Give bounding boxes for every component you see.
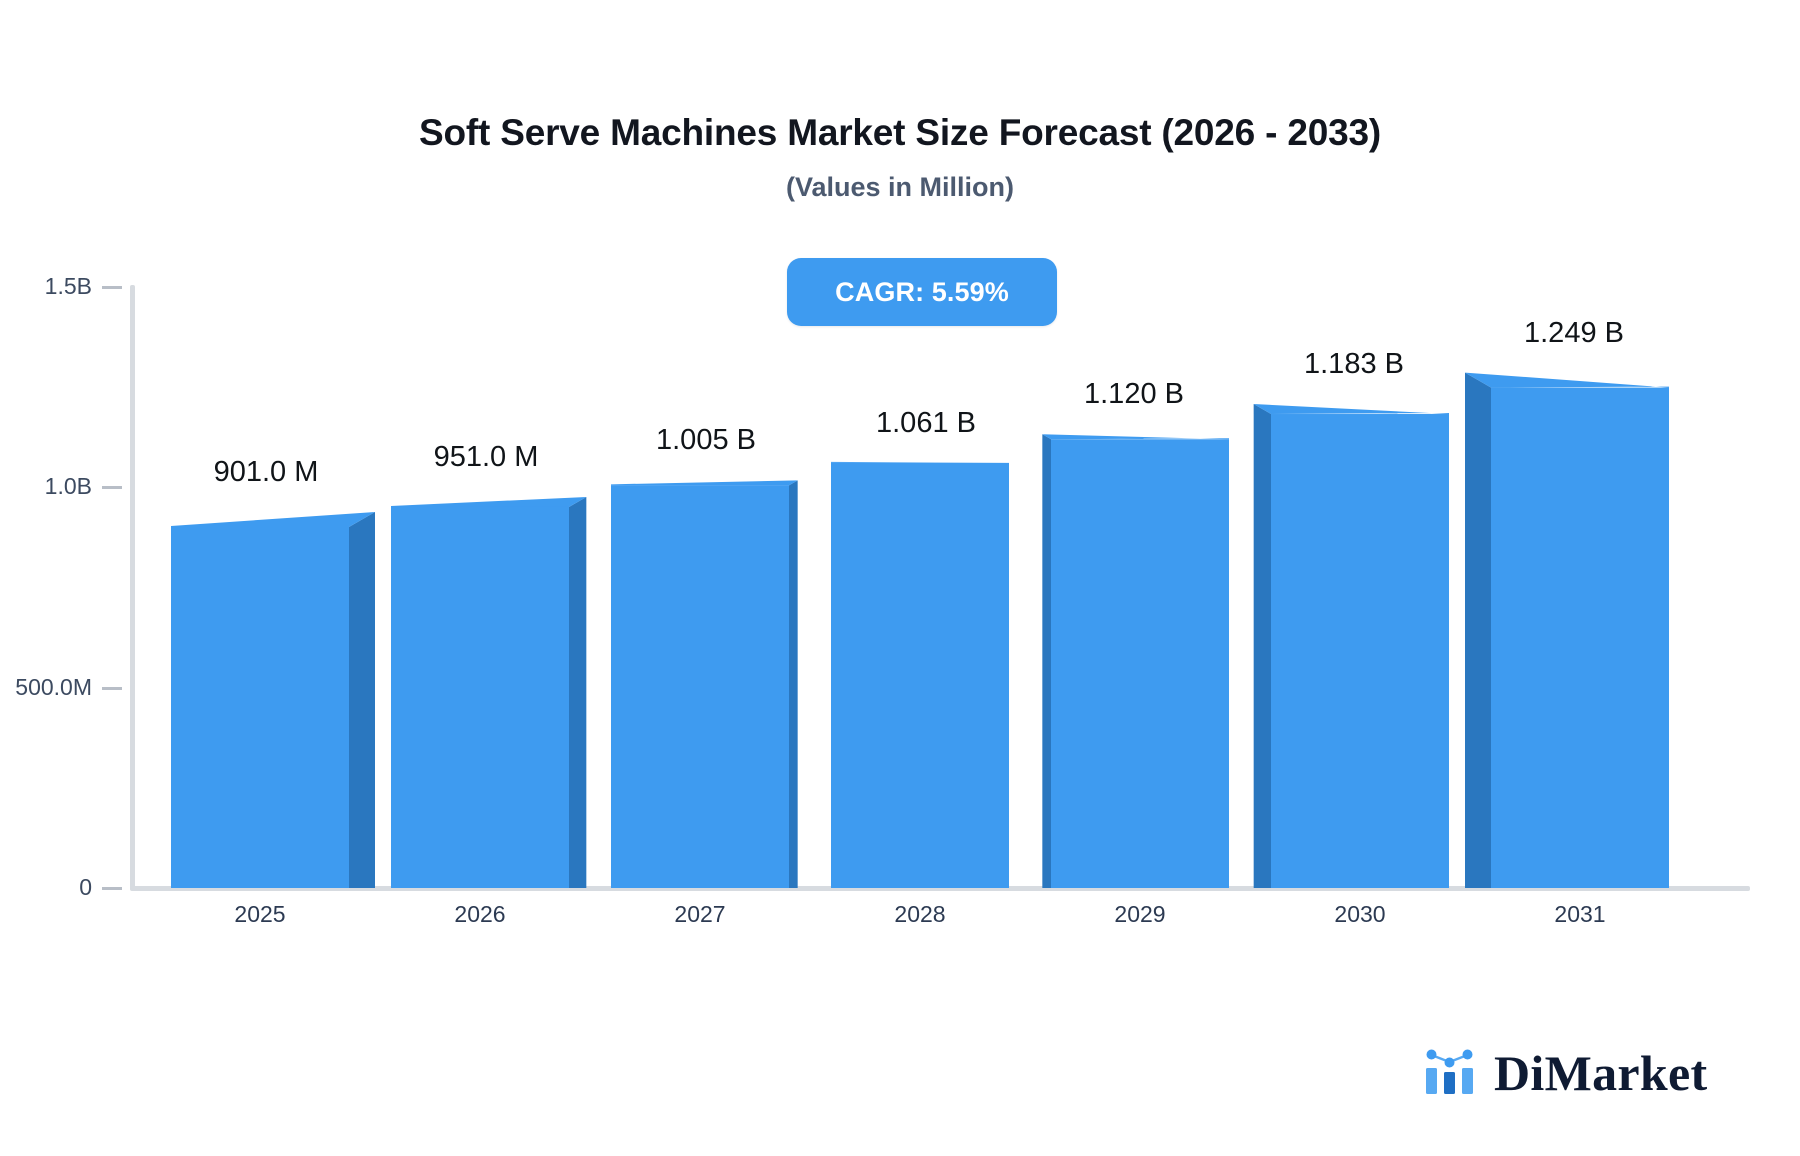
bar-front-face <box>1491 387 1669 888</box>
x-tick-label-2025: 2025 <box>234 901 286 927</box>
bar-side-face <box>569 496 587 888</box>
y-tick-2: 500.0M <box>0 673 122 702</box>
y-tick-mark <box>102 887 122 890</box>
y-tick-1: 1.0B <box>0 473 122 501</box>
cagr-badge: CAGR: 5.59% <box>787 258 1057 326</box>
y-tick-mark <box>102 286 122 289</box>
bar-side-face <box>789 480 798 888</box>
bar-value-label-2025: 901.0 M <box>213 455 319 488</box>
dimarket-logo: DiMarket <box>1424 1048 1707 1098</box>
logo-wordmark: DiMarket <box>1494 1045 1708 1101</box>
bar-2029 <box>1042 434 1229 888</box>
bar-top-face <box>171 511 375 527</box>
bar-top-face <box>611 480 798 486</box>
y-tick-label: 0 <box>79 874 92 900</box>
x-tick-label-2028: 2028 <box>894 901 946 927</box>
bar-front-face <box>611 485 789 888</box>
bar-front-face <box>1051 439 1229 888</box>
chart-subtitle: (Values in Million) <box>785 172 1015 202</box>
bar-value-label-2028: 1.061 B <box>876 406 976 439</box>
x-axis-line <box>130 886 1750 891</box>
bar-chart-trend-icon <box>1426 1049 1473 1094</box>
bar-front-face <box>1271 414 1449 888</box>
chart-title: Soft Serve Machines Market Size Forecast… <box>419 112 1381 153</box>
bar-value-label-2029: 1.120 B <box>1084 378 1184 411</box>
bar-top-face <box>831 461 1009 463</box>
bar-2026 <box>391 496 587 888</box>
bar-2028 <box>831 461 1009 888</box>
y-tick-mark <box>102 686 122 690</box>
bar-2030 <box>1253 404 1449 888</box>
bar-top-face <box>391 496 587 507</box>
bar-2031 <box>1465 372 1669 888</box>
bar-front-face <box>831 462 1009 888</box>
y-axis-line <box>130 285 135 890</box>
bar-side-face <box>1042 434 1051 888</box>
y-tick-0: 1.5B <box>0 273 122 301</box>
y-tick-label: 500.0M <box>15 673 92 700</box>
x-tick-label-2030: 2030 <box>1334 901 1386 927</box>
bar-front-face <box>171 526 349 888</box>
x-tick-label-2031: 2031 <box>1554 901 1606 927</box>
bar-2025 <box>171 511 375 888</box>
y-tick-label: 1.0B <box>44 473 92 500</box>
x-tick-label-2029: 2029 <box>1114 901 1166 927</box>
bar-front-face <box>391 506 569 888</box>
y-tick-3: 0 <box>0 874 122 902</box>
bar-top-face <box>1253 404 1449 415</box>
bar-value-label-2026: 951.0 M <box>433 440 539 473</box>
y-tick-mark <box>102 486 122 490</box>
bar-side-face <box>1253 404 1271 888</box>
y-tick-label: 1.5B <box>44 273 92 299</box>
bar-value-label-2031: 1.249 B <box>1524 316 1624 349</box>
bar-side-face <box>349 511 375 888</box>
bar-value-label-2027: 1.005 B <box>656 424 756 457</box>
x-tick-label-2026: 2026 <box>454 901 506 927</box>
bar-top-face <box>1042 434 1229 440</box>
bar-side-face <box>1465 372 1491 888</box>
x-tick-label-2027: 2027 <box>674 901 726 927</box>
bar-top-face <box>1465 372 1669 388</box>
bar-2027 <box>611 480 798 888</box>
bar-value-label-2030: 1.183 B <box>1304 348 1404 380</box>
